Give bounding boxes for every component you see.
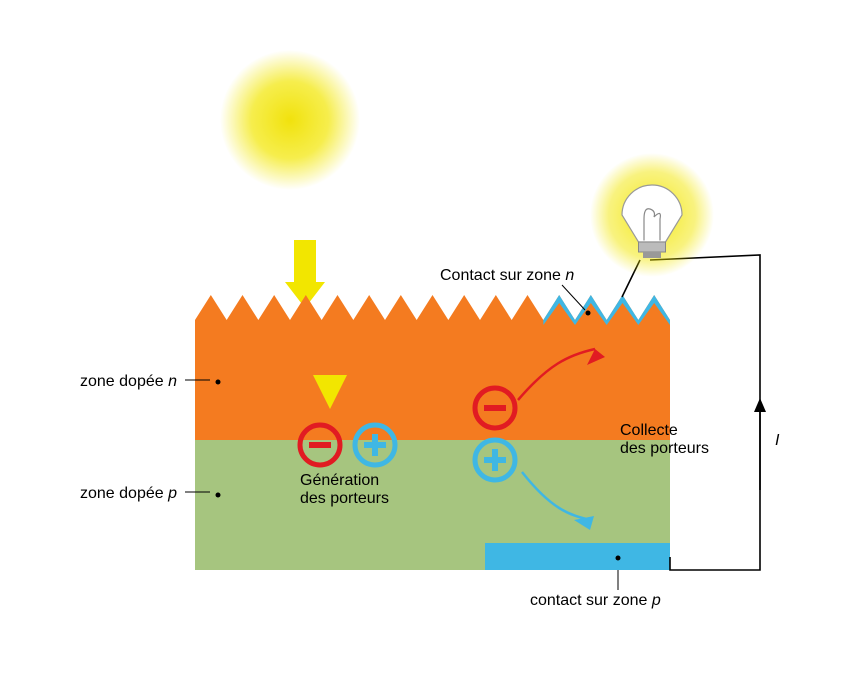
label-nZone: zone dopée n bbox=[80, 373, 177, 390]
label-gen: Générationdes porteurs bbox=[300, 472, 389, 507]
bulb-base2 bbox=[643, 252, 661, 258]
pointer-n-dot bbox=[216, 380, 221, 385]
label-I: I bbox=[775, 432, 780, 449]
label-contactN: Contact sur zone n bbox=[440, 267, 574, 284]
n-zone bbox=[195, 295, 670, 440]
pointer-p-dot bbox=[216, 493, 221, 498]
sun bbox=[220, 50, 360, 190]
bulb-base bbox=[639, 242, 666, 252]
label-contactP: contact sur zone p bbox=[530, 592, 661, 609]
label-pZone: zone dopée p bbox=[80, 485, 177, 502]
pointer-contact-n-dot bbox=[586, 311, 591, 316]
pointer-contact-p-dot bbox=[616, 556, 621, 561]
p-contact bbox=[485, 543, 670, 570]
